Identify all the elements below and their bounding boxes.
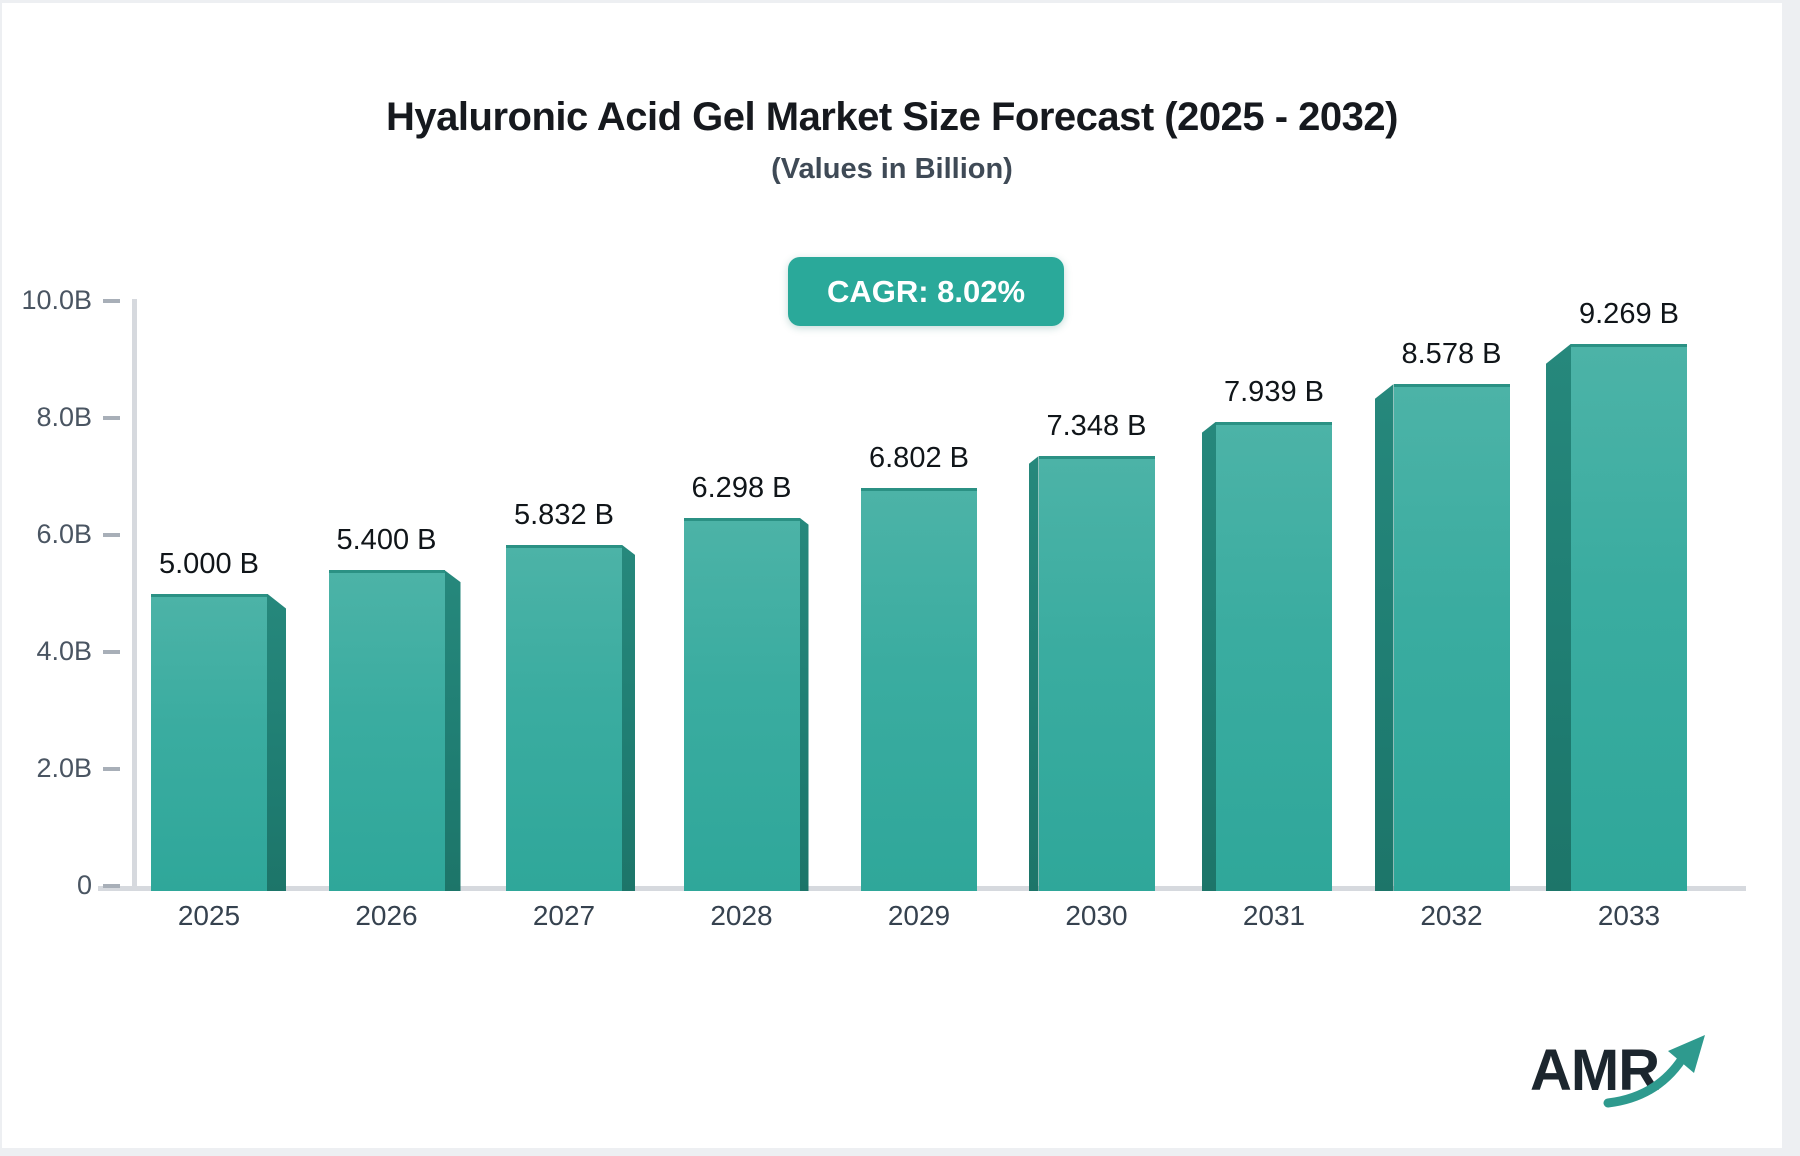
bar-side-2028 <box>799 517 809 891</box>
bar-side-2027 <box>622 544 635 891</box>
bar-value-label: 5.400 B <box>336 524 437 557</box>
y-axis-tick-label: 4.0B <box>36 636 92 666</box>
y-axis-tick-label: 2.0B <box>36 753 92 783</box>
bar-2031 <box>1216 421 1332 891</box>
bar-2032 <box>1393 384 1510 891</box>
x-axis-label: 2025 <box>177 900 241 931</box>
y-axis-tick-mark <box>103 767 120 771</box>
x-axis-label: 2026 <box>355 900 418 931</box>
x-axis-label: 2027 <box>532 900 596 931</box>
y-axis-line <box>132 299 137 891</box>
bar-side-2025 <box>267 593 286 891</box>
y-axis-tick-mark <box>103 884 120 888</box>
bar-2030 <box>1038 456 1155 891</box>
amr-logo: AMR <box>1530 1033 1715 1113</box>
chart-subtitle: (Values in Billion) <box>771 153 1013 185</box>
bar-2025 <box>151 593 267 891</box>
x-axis-label: 2031 <box>1242 900 1306 931</box>
x-axis-label: 2028 <box>710 900 773 931</box>
bar-chart: 10.0B 8.0B 6.0B 4.0B 2.0B 0 5.000 B 5.400 B 5.8… <box>2 3 1782 1148</box>
y-axis-tick-mark <box>103 533 120 537</box>
x-axis-label: 2032 <box>1420 900 1483 931</box>
chart-title: Hyaluronic Acid Gel Market Size Forecast… <box>386 95 1398 139</box>
bar-2027 <box>506 544 622 891</box>
bar-value-label: 5.832 B <box>514 498 614 531</box>
bar-2026 <box>328 570 445 891</box>
bar-value-label: 6.298 B <box>691 471 792 504</box>
bar-2029 <box>861 488 977 891</box>
bar-side-2026 <box>444 570 461 891</box>
y-axis-tick-mark <box>103 299 120 303</box>
x-axis-label: 2029 <box>887 900 951 931</box>
bar-value-label: 5.000 B <box>159 547 259 580</box>
y-axis-tick-mark <box>103 650 120 654</box>
y-axis-tick-label: 10.0B <box>21 285 92 315</box>
bar-value-label: 6.802 B <box>869 442 969 475</box>
y-axis-tick-label: 6.0B <box>36 519 92 549</box>
bar-2033 <box>1571 343 1687 891</box>
x-axis-label: 2033 <box>1597 900 1661 931</box>
bar-value-label: 8.578 B <box>1401 338 1502 371</box>
bar-side-2033 <box>1546 343 1571 891</box>
y-axis-tick-label: 8.0B <box>36 402 92 432</box>
bar-value-label: 7.939 B <box>1224 375 1324 408</box>
logo-growth-arrow-icon <box>1603 1035 1705 1108</box>
chart-card: Hyaluronic Acid Gel Market Size Forecast… <box>2 3 1782 1148</box>
bar-value-label: 7.348 B <box>1046 410 1147 443</box>
cagr-badge: CAGR: 8.02% <box>788 257 1064 326</box>
bar-side-2030 <box>1028 456 1039 891</box>
bar-2028 <box>683 517 800 891</box>
y-axis-tick-label: 0 <box>76 870 92 900</box>
bar-side-2031 <box>1202 421 1216 891</box>
bar-value-label: 9.269 B <box>1579 297 1679 330</box>
bar-side-2032 <box>1374 384 1394 891</box>
y-axis-tick-mark <box>103 416 120 420</box>
x-axis-label: 2030 <box>1065 900 1128 931</box>
